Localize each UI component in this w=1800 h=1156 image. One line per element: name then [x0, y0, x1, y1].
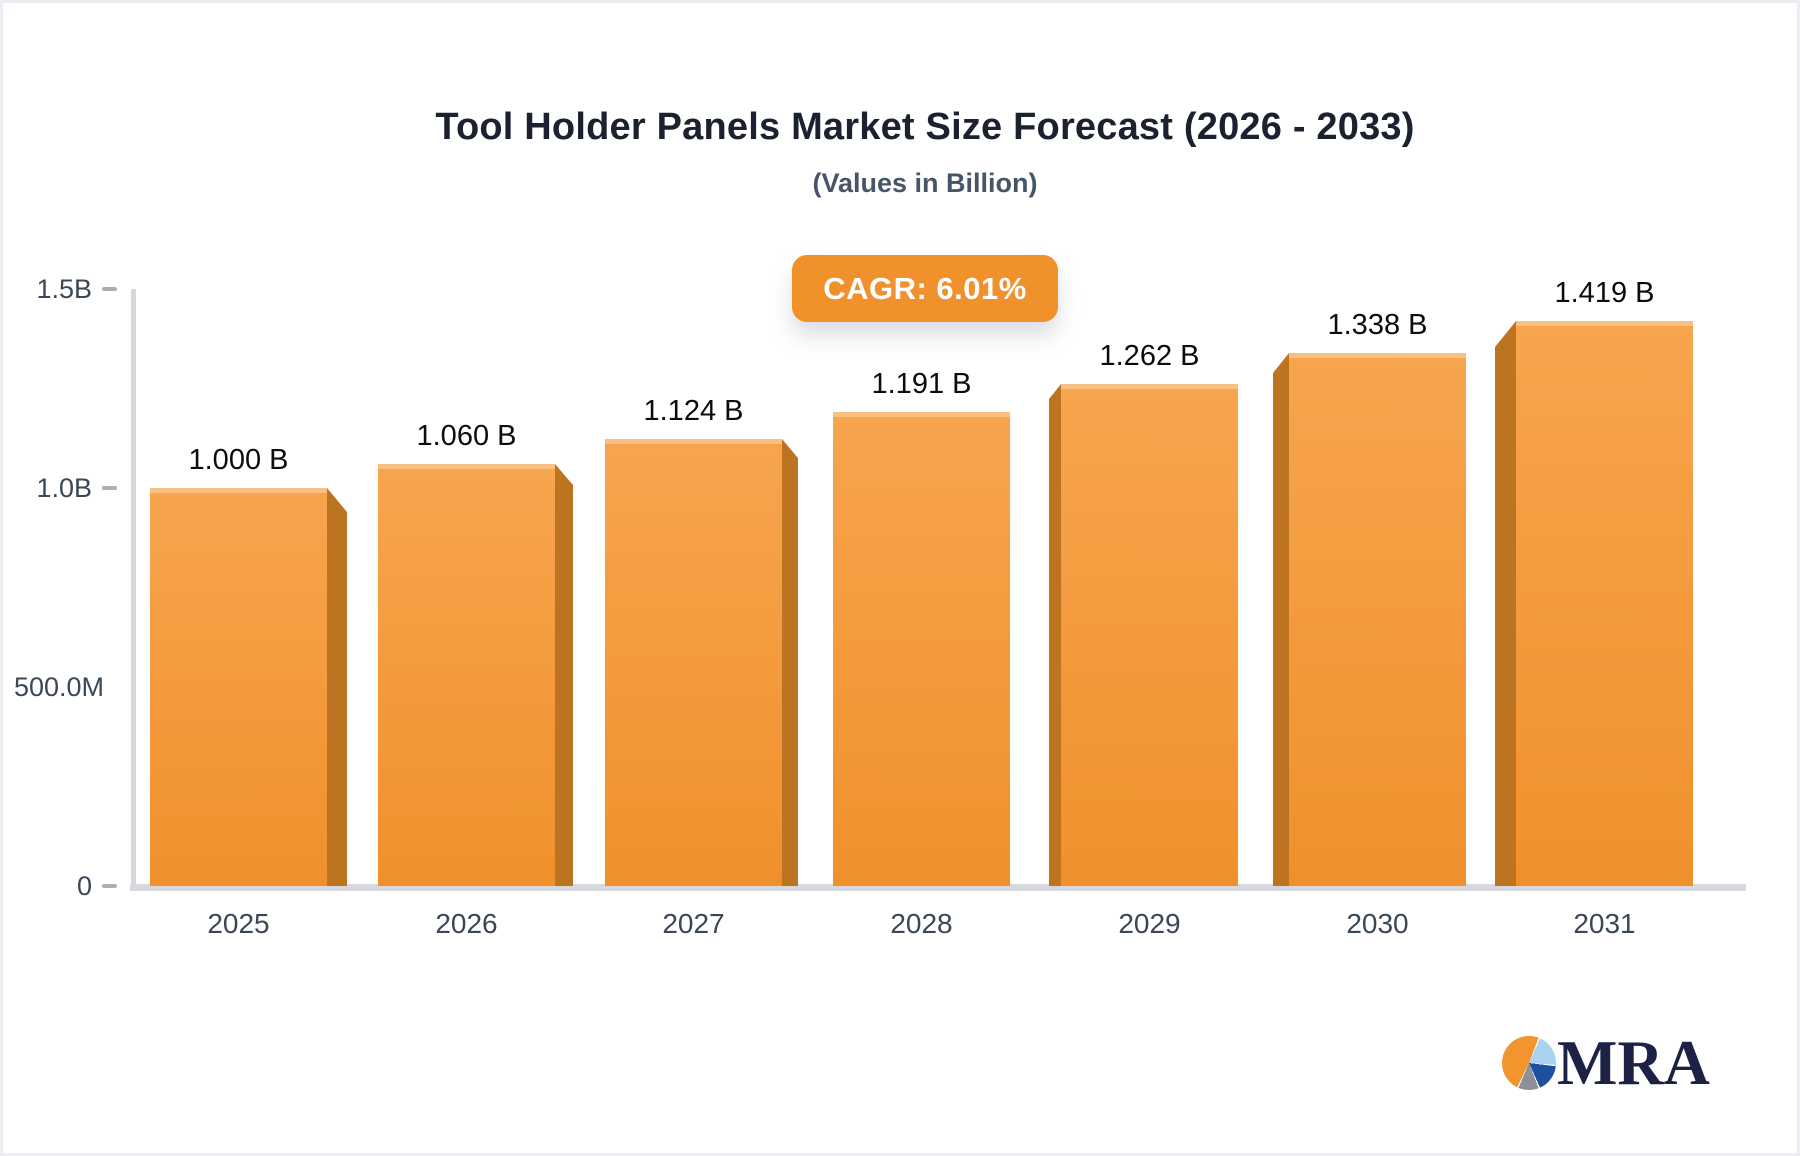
y-axis-label-1.0B: 1.0B	[36, 473, 92, 503]
x-axis-label-2025: 2025	[207, 908, 270, 939]
bar-2030[interactable]	[1289, 353, 1466, 886]
bar-2029[interactable]	[1061, 384, 1238, 886]
bar-top-highlight	[1061, 384, 1238, 389]
x-axis-label-2029: 2029	[1118, 908, 1181, 939]
y-tick-mark-1.0B	[102, 486, 117, 490]
pie-chart-logo-icon	[1502, 1036, 1556, 1090]
bar-value-label-2027: 1.124 B	[643, 395, 744, 427]
mra-logo[interactable]: MRA	[1502, 1027, 1710, 1098]
x-axis-label-2030: 2030	[1346, 908, 1409, 939]
bar-value-label-2030: 1.338 B	[1327, 309, 1428, 341]
x-axis-label-2026: 2026	[435, 908, 498, 939]
bar-side-2030	[1273, 353, 1289, 886]
bar-side-2026	[555, 464, 573, 886]
page-subtitle: (Values in Billion)	[812, 168, 1038, 198]
bar-top-highlight	[150, 488, 327, 493]
bar-side-2029	[1049, 384, 1061, 886]
bar-value-label-2026: 1.060 B	[416, 420, 517, 452]
x-axis-label-2028: 2028	[890, 908, 953, 939]
bar-value-label-2028: 1.191 B	[871, 368, 972, 400]
page-title: Tool Holder Panels Market Size Forecast …	[435, 106, 1415, 148]
bar-side-2031	[1495, 321, 1516, 886]
bar-2025[interactable]	[150, 488, 327, 886]
x-axis-label-2031: 2031	[1573, 908, 1636, 939]
bar-top-highlight	[1289, 353, 1466, 358]
y-axis-label-1.5B: 1.5B	[36, 274, 92, 304]
bar-side-2025	[327, 488, 347, 886]
bar-value-label-2025: 1.000 B	[188, 444, 289, 476]
bar-2026[interactable]	[378, 464, 555, 886]
bar-2027[interactable]	[605, 439, 782, 886]
cagr-badge: CAGR: 6.01%	[792, 255, 1058, 322]
bar-top-highlight	[1516, 321, 1693, 326]
x-axis-line	[130, 884, 1746, 891]
bar-value-label-2031: 1.419 B	[1554, 277, 1655, 309]
bar-top-highlight	[605, 439, 782, 444]
y-axis-line	[131, 289, 136, 884]
bar-side-2027	[782, 439, 798, 886]
bar-2028[interactable]	[833, 412, 1010, 886]
bar-2031[interactable]	[1516, 321, 1693, 886]
y-axis-label-500.0M: 500.0M	[13, 672, 104, 702]
bar-value-label-2029: 1.262 B	[1099, 340, 1200, 372]
bar-top-highlight	[378, 464, 555, 469]
y-tick-mark-0	[102, 884, 117, 888]
mra-logo-text: MRA	[1557, 1027, 1710, 1098]
y-axis-label-0: 0	[76, 871, 92, 901]
bar-top-highlight	[833, 412, 1010, 417]
y-tick-mark-1.5B	[102, 287, 117, 291]
x-axis-label-2027: 2027	[662, 908, 725, 939]
